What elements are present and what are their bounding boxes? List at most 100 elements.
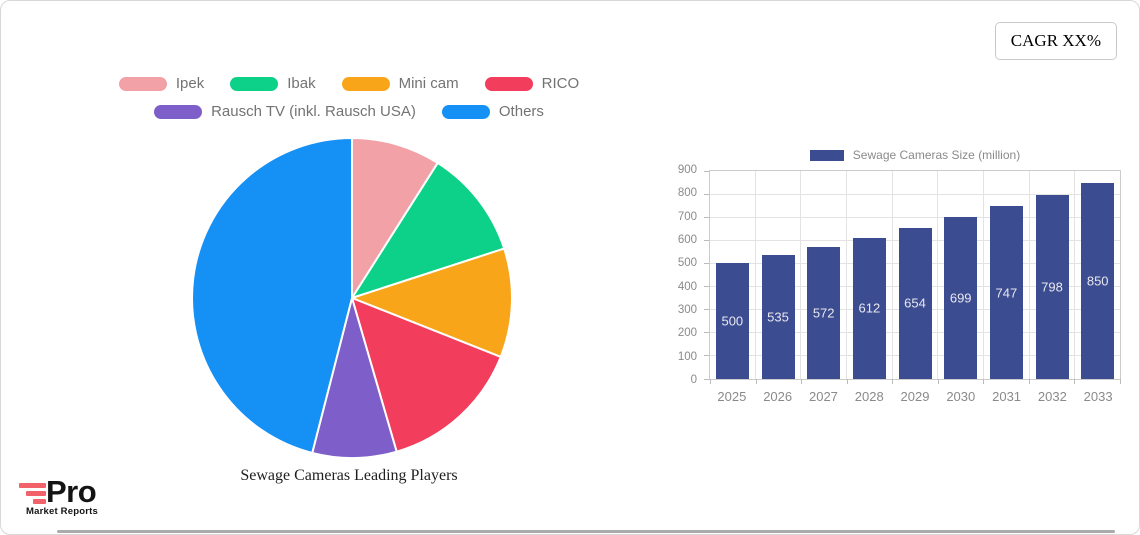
x-tick-mark bbox=[1074, 379, 1076, 384]
y-tick-label: 100 bbox=[677, 350, 697, 363]
logo-bar-icon bbox=[26, 490, 46, 496]
y-tick-label: 600 bbox=[677, 234, 697, 247]
pie-slice-others[interactable] bbox=[191, 137, 353, 454]
logo-subtitle-text: Market Reports bbox=[26, 506, 98, 518]
legend-label: Ibak bbox=[287, 75, 316, 92]
legend-swatch-icon bbox=[154, 104, 203, 119]
y-tick-label: 400 bbox=[677, 280, 697, 293]
bar-legend-label: Sewage Cameras Size (million) bbox=[852, 148, 1021, 162]
y-tick-mark bbox=[704, 286, 709, 288]
x-tick-label-2032: 2032 bbox=[1037, 389, 1067, 404]
y-tick-mark bbox=[704, 332, 709, 334]
pie-chart bbox=[191, 137, 513, 459]
bar-value-label: 699 bbox=[949, 290, 972, 306]
legend-swatch-icon bbox=[230, 76, 279, 91]
bar-cell-2025: 500 bbox=[710, 171, 756, 379]
pie-slice-rico[interactable] bbox=[351, 297, 502, 453]
legend-swatch-icon bbox=[441, 104, 490, 119]
logo-top: Pro bbox=[19, 474, 98, 509]
bar-legend-swatch-icon bbox=[809, 149, 844, 161]
pie-slice-rausch-tv-inkl-rausch-usa[interactable] bbox=[311, 297, 398, 459]
pie-legend-item-mini-cam[interactable]: Mini cam bbox=[341, 75, 459, 92]
bar-legend[interactable]: Sewage Cameras Size (million) bbox=[709, 148, 1121, 162]
legend-swatch-icon bbox=[484, 76, 533, 91]
bar-series: 500 535 572 612 654 699 747 798 850 bbox=[710, 171, 1120, 379]
y-tick-mark bbox=[704, 170, 709, 172]
bar-cell-2026: 535 bbox=[756, 171, 802, 379]
bar-value-label: 572 bbox=[812, 305, 835, 321]
x-tick-label-2030: 2030 bbox=[946, 389, 976, 404]
logo-bar-icon bbox=[19, 482, 46, 488]
pie-slice-ibak[interactable] bbox=[351, 161, 506, 299]
bar-cell-2027: 572 bbox=[801, 171, 848, 379]
x-tick-mark bbox=[1120, 379, 1121, 384]
bar-chart-y-axis: 0 100 200 300 400 500 600 700 800 900 bbox=[661, 164, 701, 386]
bar-2027[interactable]: 572 bbox=[807, 246, 841, 379]
y-tick-label: 800 bbox=[677, 187, 697, 200]
logo-bar-icon bbox=[33, 498, 46, 504]
bar-cell-2031: 747 bbox=[984, 171, 1030, 379]
bar-2030[interactable]: 699 bbox=[944, 217, 978, 379]
y-tick-label: 200 bbox=[677, 327, 697, 340]
legend-label: RICO bbox=[541, 75, 580, 92]
bar-value-label: 535 bbox=[767, 309, 789, 325]
cagr-badge: CAGR XX% bbox=[994, 22, 1117, 60]
legend-swatch-icon bbox=[341, 76, 390, 91]
bar-value-label: 747 bbox=[995, 285, 1018, 301]
bottom-divider bbox=[57, 530, 1115, 533]
x-tick-mark bbox=[710, 379, 711, 384]
y-tick-label: 900 bbox=[677, 164, 697, 176]
legend-label: Rausch TV (inkl. Rausch USA) bbox=[211, 103, 416, 120]
bar-2033[interactable]: 850 bbox=[1081, 182, 1115, 379]
bar-2028[interactable]: 612 bbox=[852, 237, 886, 379]
pie-legend-item-ipek[interactable]: Ipek bbox=[118, 75, 204, 92]
x-tick-mark bbox=[983, 379, 985, 384]
bar-2032[interactable]: 798 bbox=[1035, 194, 1069, 379]
bar-2031[interactable]: 747 bbox=[989, 206, 1023, 379]
logo-brand-text: Pro bbox=[46, 474, 97, 509]
bar-2026[interactable]: 535 bbox=[761, 255, 795, 379]
pie-legend-row: Rausch TV (inkl. Rausch USA) Others bbox=[39, 103, 659, 120]
pie-slice-mini-cam[interactable] bbox=[351, 247, 513, 358]
pie-slice-ipek[interactable] bbox=[351, 137, 439, 299]
bar-cell-2029: 654 bbox=[893, 171, 939, 379]
bar-2025[interactable]: 500 bbox=[715, 263, 749, 379]
y-tick-mark bbox=[704, 239, 709, 241]
x-tick-label-2026: 2026 bbox=[763, 389, 793, 404]
y-tick-mark bbox=[704, 309, 709, 311]
bar-value-label: 798 bbox=[1041, 279, 1063, 295]
bar-value-label: 612 bbox=[858, 300, 881, 316]
bar-value-label: 850 bbox=[1086, 273, 1109, 289]
legend-label: Others bbox=[498, 103, 544, 120]
bar-2029[interactable]: 654 bbox=[898, 227, 932, 379]
gridline bbox=[710, 193, 1120, 195]
pie-legend-item-rico[interactable]: RICO bbox=[484, 75, 580, 92]
legend-label: Mini cam bbox=[398, 75, 459, 92]
y-tick-label: 0 bbox=[690, 374, 697, 386]
y-tick-mark bbox=[704, 355, 709, 357]
bar-value-label: 654 bbox=[904, 295, 926, 311]
x-tick-label-2028: 2028 bbox=[854, 389, 884, 404]
bar-cell-2028: 612 bbox=[847, 171, 893, 379]
y-tick-mark bbox=[704, 262, 709, 264]
y-tick-mark bbox=[704, 216, 709, 218]
x-tick-mark bbox=[801, 379, 803, 384]
pie-legend-row: Ipek Ibak Mini cam RICO bbox=[39, 75, 659, 92]
y-tick-mark bbox=[704, 193, 709, 195]
pie-legend-item-ibak[interactable]: Ibak bbox=[230, 75, 316, 92]
y-tick-label: 700 bbox=[677, 210, 697, 223]
x-tick-label-2033: 2033 bbox=[1083, 389, 1113, 404]
pie-legend-item-others[interactable]: Others bbox=[441, 103, 544, 120]
pie-chart-title: Sewage Cameras Leading Players bbox=[240, 467, 458, 484]
x-tick-mark bbox=[937, 379, 939, 384]
pie-legend-item-rausch-tv-inkl-rausch-usa[interactable]: Rausch TV (inkl. Rausch USA) bbox=[154, 103, 416, 120]
bar-cell-2032: 798 bbox=[1030, 171, 1076, 379]
y-tick-label: 300 bbox=[677, 304, 697, 317]
x-tick-mark bbox=[755, 379, 757, 384]
bar-value-label: 500 bbox=[721, 313, 744, 329]
x-tick-mark bbox=[892, 379, 894, 384]
y-tick-mark bbox=[704, 378, 709, 380]
brand-logo: Pro Market Reports bbox=[19, 474, 98, 518]
x-tick-mark bbox=[1028, 379, 1030, 384]
